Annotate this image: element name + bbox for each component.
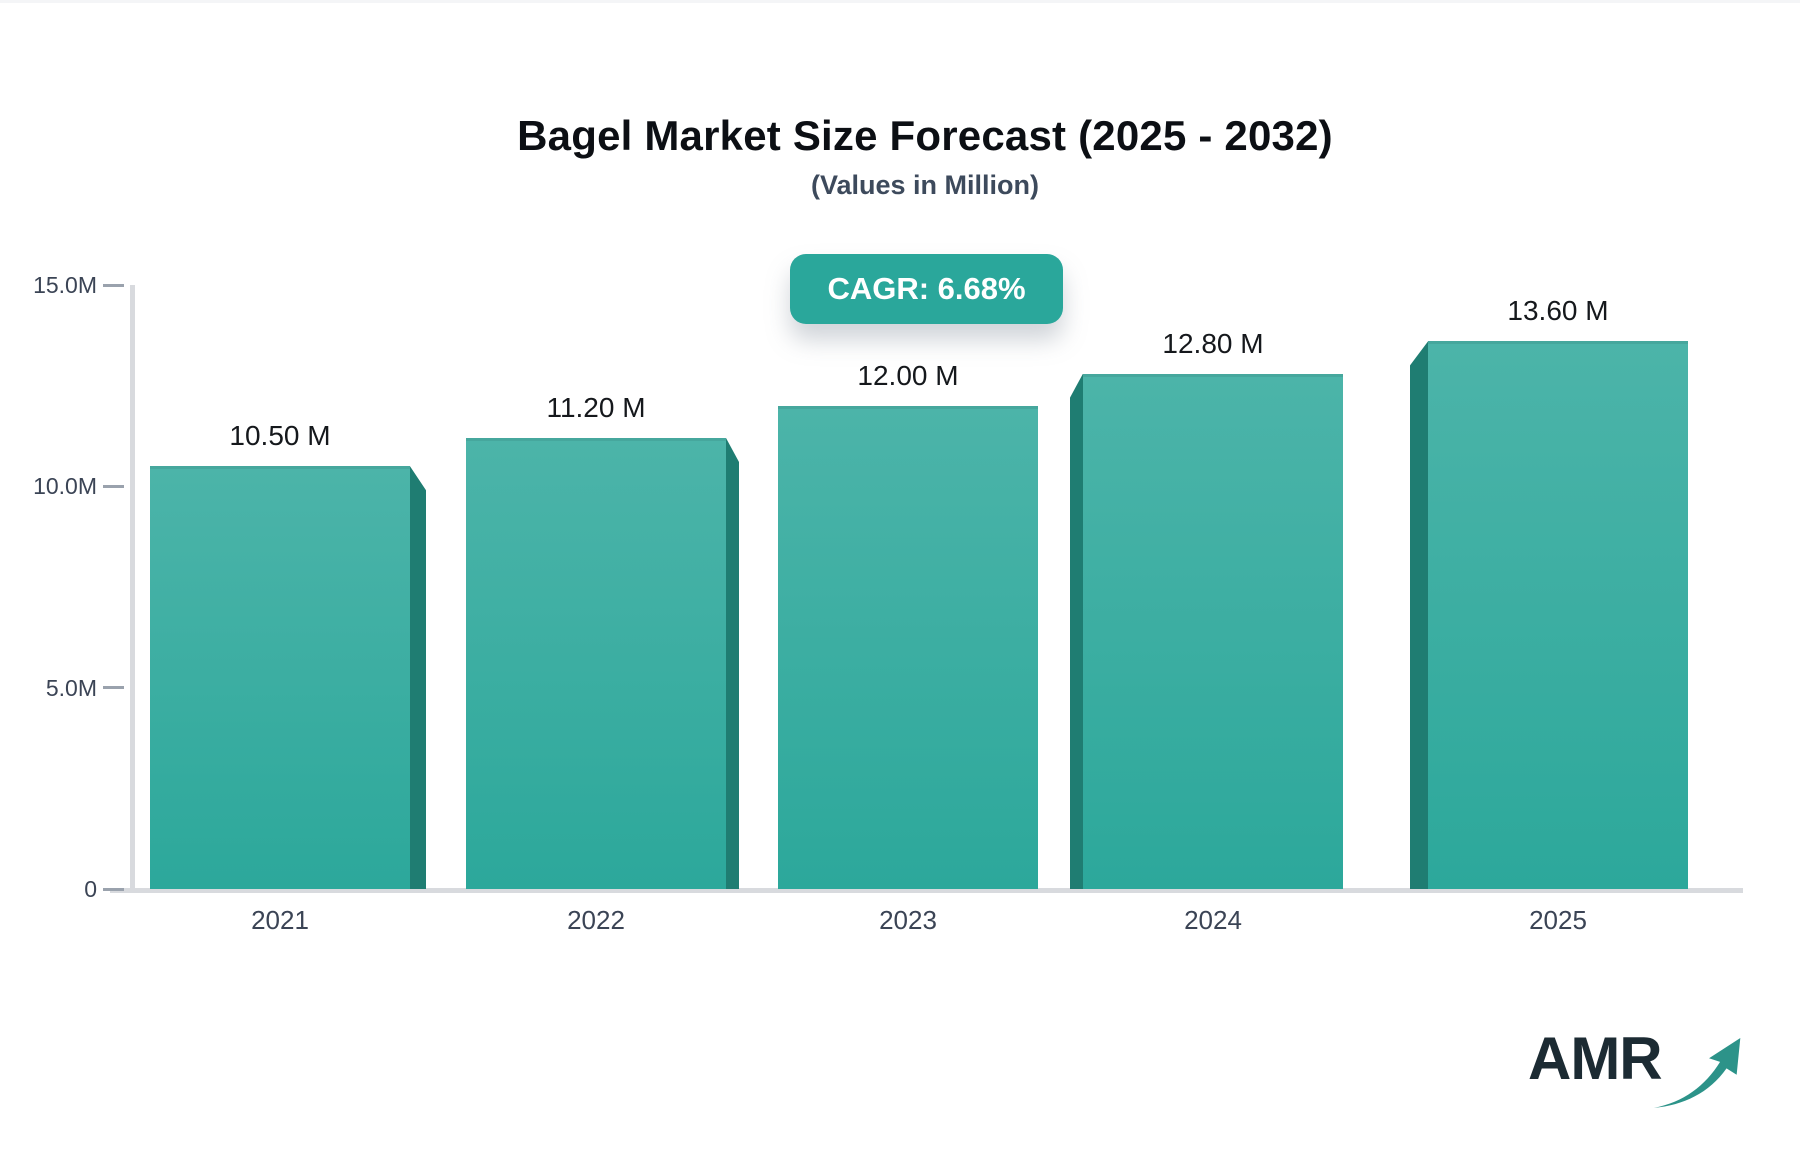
bar-2022	[466, 438, 726, 889]
y-tick-label: 15.0M	[33, 272, 97, 298]
bar-3d-side-2021	[410, 466, 426, 889]
x-axis-label-2025: 2025	[1529, 905, 1587, 935]
cagr-badge: CAGR: 6.68%	[790, 254, 1063, 324]
page-edge	[0, 0, 1800, 3]
y-tick-mark	[103, 484, 124, 488]
x-axis-label-2022: 2022	[567, 905, 625, 935]
x-axis-line	[110, 888, 1743, 893]
y-tick-mark	[103, 283, 124, 287]
y-tick-label: 0	[84, 876, 97, 902]
bar-value-label-2021: 10.50 M	[229, 420, 331, 452]
cagr-badge-label: CAGR: 6.68%	[827, 271, 1026, 306]
bar-3d-side-2024	[1070, 373, 1083, 889]
x-axis-label-2024: 2024	[1184, 905, 1242, 935]
amr-logo: AMR	[1528, 1026, 1744, 1114]
bar-2025	[1428, 341, 1688, 889]
bar-value-label-2022: 11.20 M	[546, 392, 646, 423]
chart-title: Bagel Market Size Forecast (2025 - 2032)	[517, 112, 1333, 159]
y-tick-mark	[103, 686, 124, 690]
bar-2023	[778, 405, 1038, 889]
x-axis-label-2021: 2021	[251, 905, 309, 935]
bar-value-label-2025: 13.60 M	[1507, 295, 1609, 327]
bar-2024	[1083, 373, 1343, 889]
x-axis-label-2023: 2023	[879, 905, 937, 935]
growth-arrow-icon	[1653, 1037, 1740, 1108]
bar-3d-side-2022	[726, 438, 739, 889]
bar-3d-side-2025	[1410, 341, 1428, 889]
bar-value-label-2024: 12.80 M	[1162, 327, 1264, 359]
bar-value-label-2023: 12.00 M	[857, 359, 959, 391]
chart-subtitle: (Values in Million)	[810, 170, 1040, 200]
y-axis-line	[130, 285, 135, 889]
y-tick-label: 5.0M	[45, 674, 97, 701]
amr-logo-text: AMR	[1528, 1025, 1663, 1092]
y-tick-label: 10.0M	[33, 473, 97, 500]
bar-2021	[150, 466, 410, 889]
y-tick-mark	[103, 887, 124, 891]
